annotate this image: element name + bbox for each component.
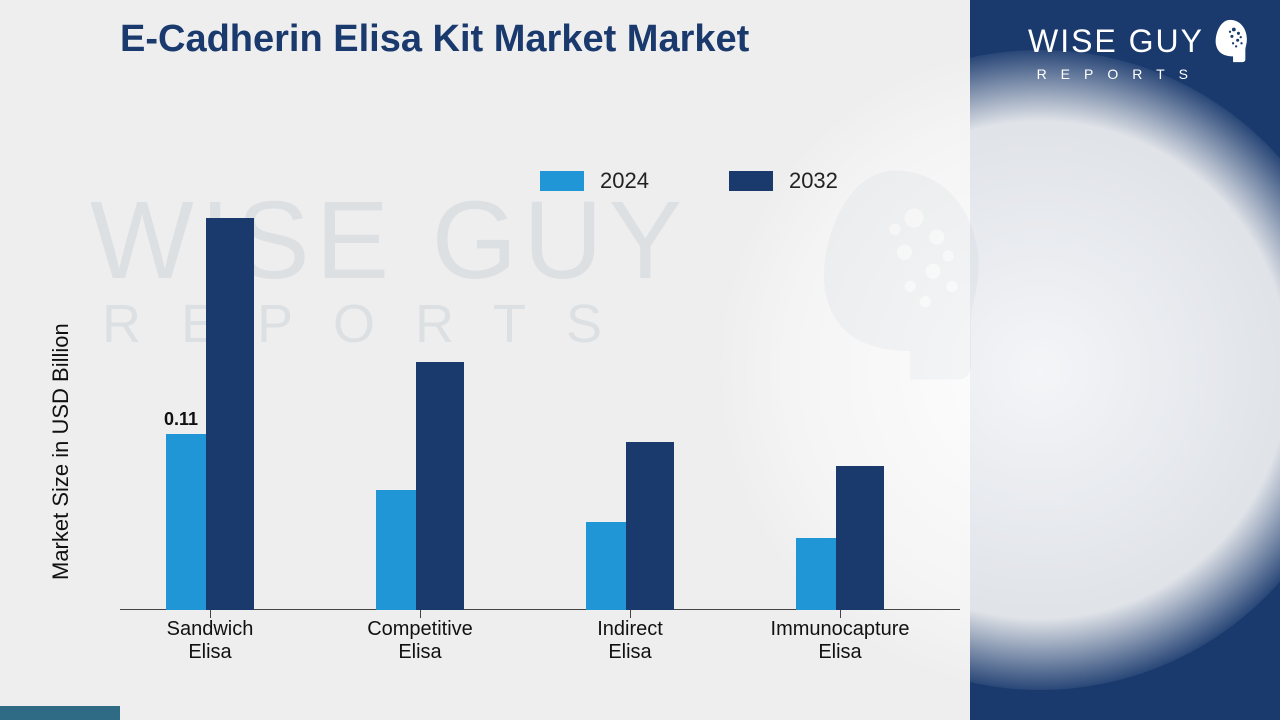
brand-line1: WISE GUY xyxy=(1028,25,1204,57)
legend-item-2032: 2032 xyxy=(729,168,838,194)
brand-line2: REPORTS xyxy=(990,66,1250,82)
x-category-label: ImmunocaptureElisa xyxy=(750,610,930,664)
x-category-label: SandwichElisa xyxy=(120,610,300,664)
bar-2032 xyxy=(416,362,464,610)
legend-item-2024: 2024 xyxy=(540,168,649,194)
legend-label-2032: 2032 xyxy=(789,168,838,194)
x-category-label: CompetitiveElisa xyxy=(330,610,510,664)
bar-2032 xyxy=(206,218,254,610)
y-axis-label: Market Size in USD Billion xyxy=(48,323,74,580)
legend: 2024 2032 xyxy=(540,168,838,194)
bottom-accent-bar xyxy=(0,706,120,720)
bar-value-label: 0.11 xyxy=(164,409,198,430)
chart-title: E-Cadherin Elisa Kit Market Market xyxy=(120,18,749,61)
bar-2032 xyxy=(626,442,674,610)
legend-swatch-2024 xyxy=(540,171,584,191)
chart-canvas: WISE GUY REPORTS E-Cadherin Elisa Kit Ma… xyxy=(0,0,1280,720)
legend-label-2024: 2024 xyxy=(600,168,649,194)
x-category-label: IndirectElisa xyxy=(540,610,720,664)
brand-head-icon xyxy=(1210,18,1250,64)
plot-area: 0.11SandwichElisaCompetitiveElisaIndirec… xyxy=(120,210,960,610)
legend-swatch-2032 xyxy=(729,171,773,191)
bar-2032 xyxy=(836,466,884,610)
brand-logo: WISE GUY REPORTS xyxy=(990,18,1250,88)
